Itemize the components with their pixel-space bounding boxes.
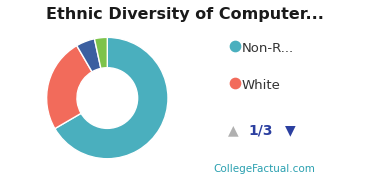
Wedge shape bbox=[94, 37, 107, 68]
Text: 1/3: 1/3 bbox=[249, 123, 273, 137]
Point bbox=[232, 82, 238, 85]
Wedge shape bbox=[55, 37, 168, 159]
Text: 1.6%: 1.6% bbox=[107, 109, 132, 118]
Text: White: White bbox=[242, 79, 280, 92]
Wedge shape bbox=[77, 39, 101, 72]
Text: Non-R...: Non-R... bbox=[242, 42, 294, 55]
Point bbox=[232, 45, 238, 48]
Text: CollegeFactual.com: CollegeFactual.com bbox=[213, 164, 316, 174]
Text: ▼: ▼ bbox=[285, 123, 296, 137]
Wedge shape bbox=[47, 46, 92, 129]
Text: Ethnic Diversity of Computer...: Ethnic Diversity of Computer... bbox=[46, 7, 324, 22]
Text: ▲: ▲ bbox=[228, 123, 238, 137]
